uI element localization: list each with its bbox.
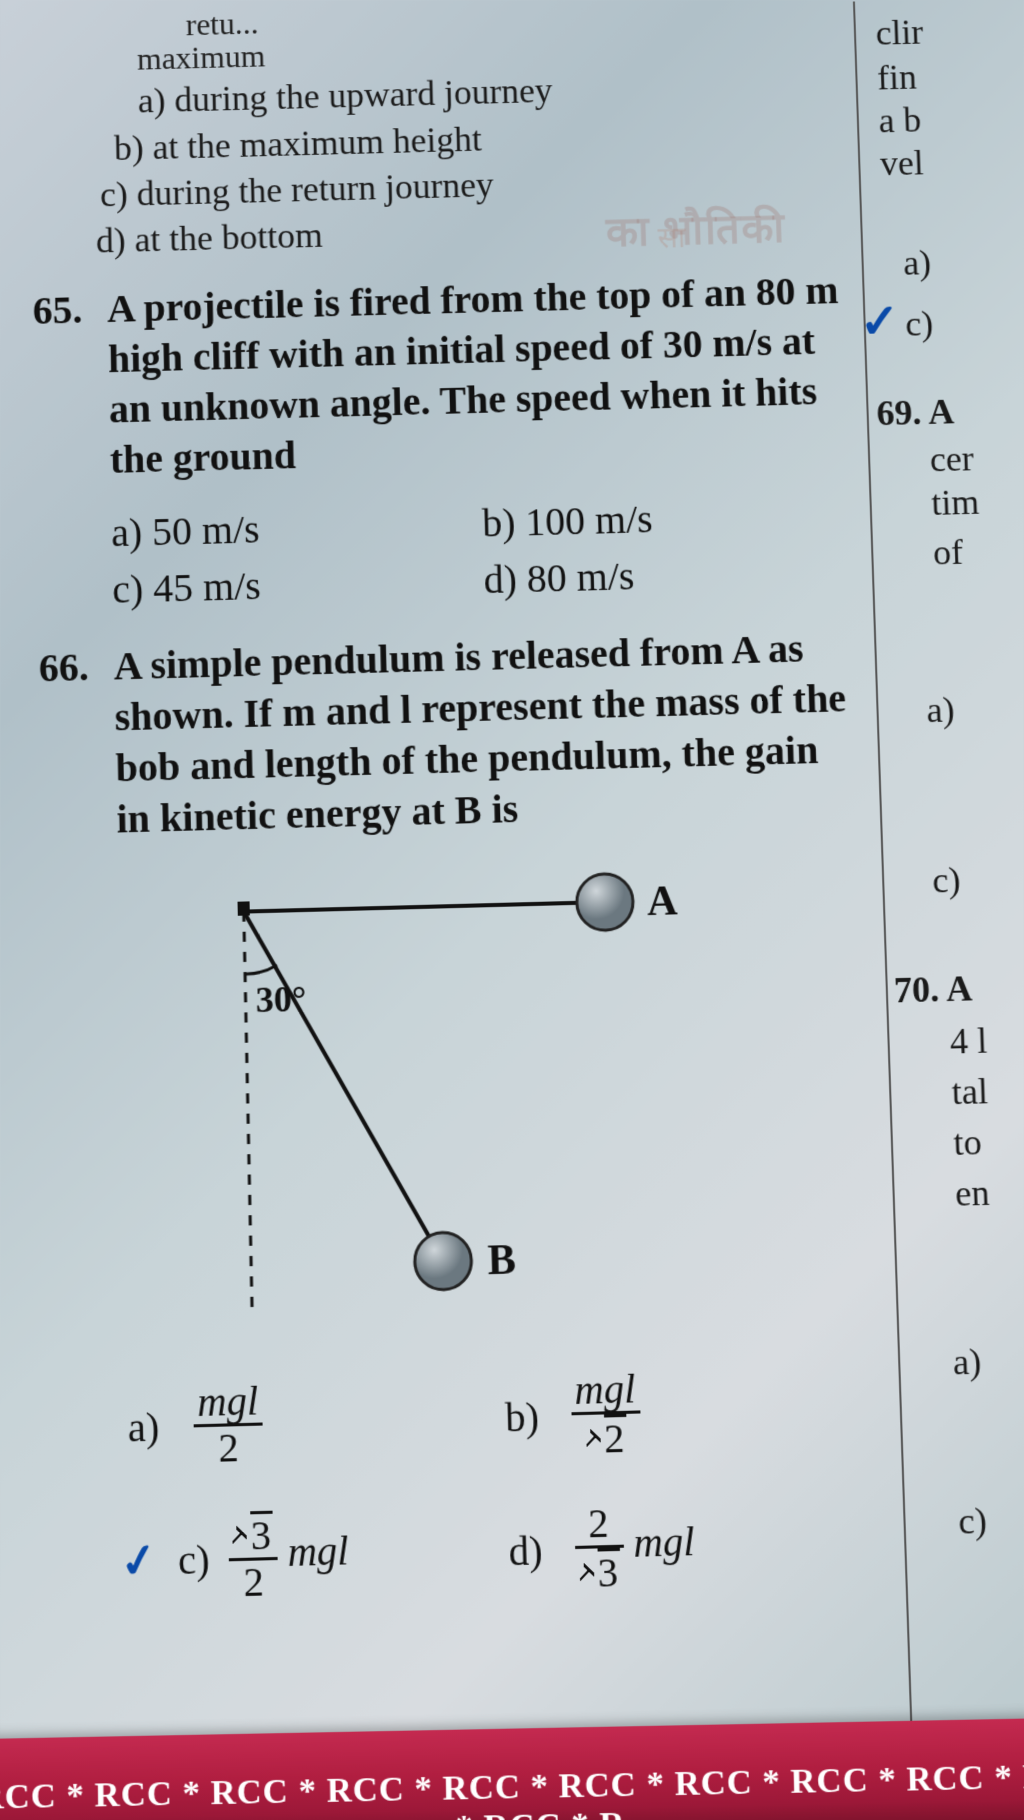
frag-70: 70. A: [893, 967, 973, 1011]
q66-answers: a) mgl2 b) mgl2 ✓ c) 32 mgl: [127, 1346, 889, 1623]
frag-en: en: [954, 1171, 990, 1215]
frag-c1: c): [905, 303, 934, 345]
frag-fin: fin: [877, 56, 918, 98]
svg-text:30°: 30°: [255, 979, 307, 1021]
frag-clir: clir: [875, 11, 924, 53]
intro-fragment: retu... maximum: [116, 0, 838, 76]
frag-c2: c): [932, 859, 961, 902]
frag-cer: cer: [929, 438, 974, 481]
frag-ab: a b: [878, 99, 922, 141]
q65-number: 65.: [32, 284, 97, 336]
frag-a2: a): [926, 688, 955, 731]
q65-d: d) 80 m/s: [483, 546, 856, 602]
frag-tal: tal: [951, 1070, 989, 1114]
q65-b: b) 100 m/s: [482, 490, 854, 546]
q66: 66. A simple pendulum is released from A…: [38, 621, 863, 847]
frag-c3: c): [958, 1499, 988, 1543]
pendulum-diagram: 30° A B: [183, 860, 718, 1340]
svg-text:B: B: [487, 1237, 517, 1285]
frag-vel: vel: [879, 142, 924, 184]
q65-a: a) 50 m/s: [111, 499, 483, 555]
watermark-text: का भौतिकी: [605, 198, 787, 259]
frag-a1: a): [903, 242, 932, 284]
svg-text:A: A: [646, 878, 678, 925]
frag-to: to: [953, 1121, 983, 1164]
q66-number: 66.: [38, 640, 104, 693]
q66-b: b) mgl2: [504, 1361, 884, 1463]
q66-text: A simple pendulum is released from A as …: [113, 621, 858, 845]
q65-answers: a) 50 m/s b) 100 m/s c) 45 m/s d) 80 m/s: [111, 490, 856, 613]
q65: 65. A projectile is fired from the top o…: [32, 264, 851, 487]
q66-d: d) 23 mgl: [507, 1495, 888, 1598]
q66-c: ✓ c) 32 mgl: [129, 1505, 509, 1608]
q65-c: c) 45 m/s: [112, 556, 484, 612]
q66-a: a) mgl2: [127, 1373, 506, 1472]
checkmark-icon: ✓: [116, 1533, 161, 1591]
frag-69: 69. A: [876, 391, 955, 434]
q65-text: A projectile is fired from the top of an…: [107, 264, 847, 485]
pendulum-svg: 30° A B: [183, 860, 718, 1340]
frag-4l: 4 l: [949, 1019, 988, 1062]
frag-of: of: [932, 531, 963, 573]
tick-c-icon: ✓: [859, 294, 901, 350]
footer-band: RCC * RCC * RCC * RCC * RCC * RCC * RCC …: [0, 1717, 1024, 1820]
frag-a3: a): [952, 1340, 982, 1384]
frag-tim: tim: [931, 481, 980, 524]
